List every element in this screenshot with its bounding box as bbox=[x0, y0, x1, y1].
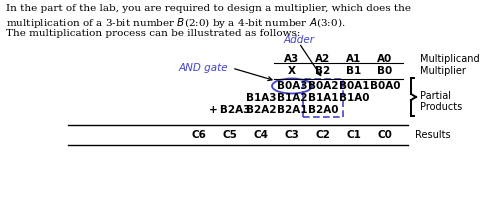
Text: C6: C6 bbox=[191, 130, 206, 140]
Text: B0A0: B0A0 bbox=[370, 81, 400, 91]
Text: B0A3: B0A3 bbox=[277, 81, 307, 91]
Text: X: X bbox=[288, 66, 296, 76]
Text: multiplication of a 3-bit number $B$(2:0) by a 4-bit number $A$(3:0).: multiplication of a 3-bit number $B$(2:0… bbox=[6, 16, 345, 31]
Text: B2: B2 bbox=[315, 66, 331, 76]
Text: A1: A1 bbox=[346, 54, 362, 64]
Text: + B2A3: + B2A3 bbox=[209, 105, 250, 115]
Text: Multiplicand: Multiplicand bbox=[420, 54, 479, 64]
Text: Partial: Partial bbox=[420, 91, 451, 101]
Text: B2A0: B2A0 bbox=[308, 105, 338, 115]
Text: B1: B1 bbox=[346, 66, 362, 76]
Text: C0: C0 bbox=[378, 130, 392, 140]
Text: Multiplier: Multiplier bbox=[420, 66, 466, 76]
Text: C2: C2 bbox=[316, 130, 331, 140]
Text: B0A2: B0A2 bbox=[308, 81, 338, 91]
Text: C5: C5 bbox=[222, 130, 237, 140]
Text: C4: C4 bbox=[254, 130, 269, 140]
Text: B0A1: B0A1 bbox=[339, 81, 369, 91]
Text: B1A3: B1A3 bbox=[246, 93, 276, 103]
Text: A3: A3 bbox=[285, 54, 300, 64]
Text: B1A0: B1A0 bbox=[339, 93, 369, 103]
Text: B1A1: B1A1 bbox=[308, 93, 338, 103]
Text: B1A2: B1A2 bbox=[277, 93, 307, 103]
Text: In the part of the lab, you are required to design a multiplier, which does the: In the part of the lab, you are required… bbox=[6, 4, 411, 13]
Text: C3: C3 bbox=[285, 130, 300, 140]
Text: A2: A2 bbox=[315, 54, 331, 64]
Text: The multiplication process can be illustrated as follows:: The multiplication process can be illust… bbox=[6, 29, 301, 38]
Text: Adder: Adder bbox=[284, 35, 315, 45]
Text: A0: A0 bbox=[377, 54, 393, 64]
Text: Products: Products bbox=[420, 102, 462, 112]
Text: C1: C1 bbox=[347, 130, 361, 140]
Text: B2A1: B2A1 bbox=[277, 105, 307, 115]
Text: B0: B0 bbox=[377, 66, 393, 76]
Text: AND gate: AND gate bbox=[178, 63, 228, 73]
Text: Results: Results bbox=[415, 130, 450, 140]
Bar bbox=[303, 79, 343, 117]
Text: B2A2: B2A2 bbox=[246, 105, 276, 115]
